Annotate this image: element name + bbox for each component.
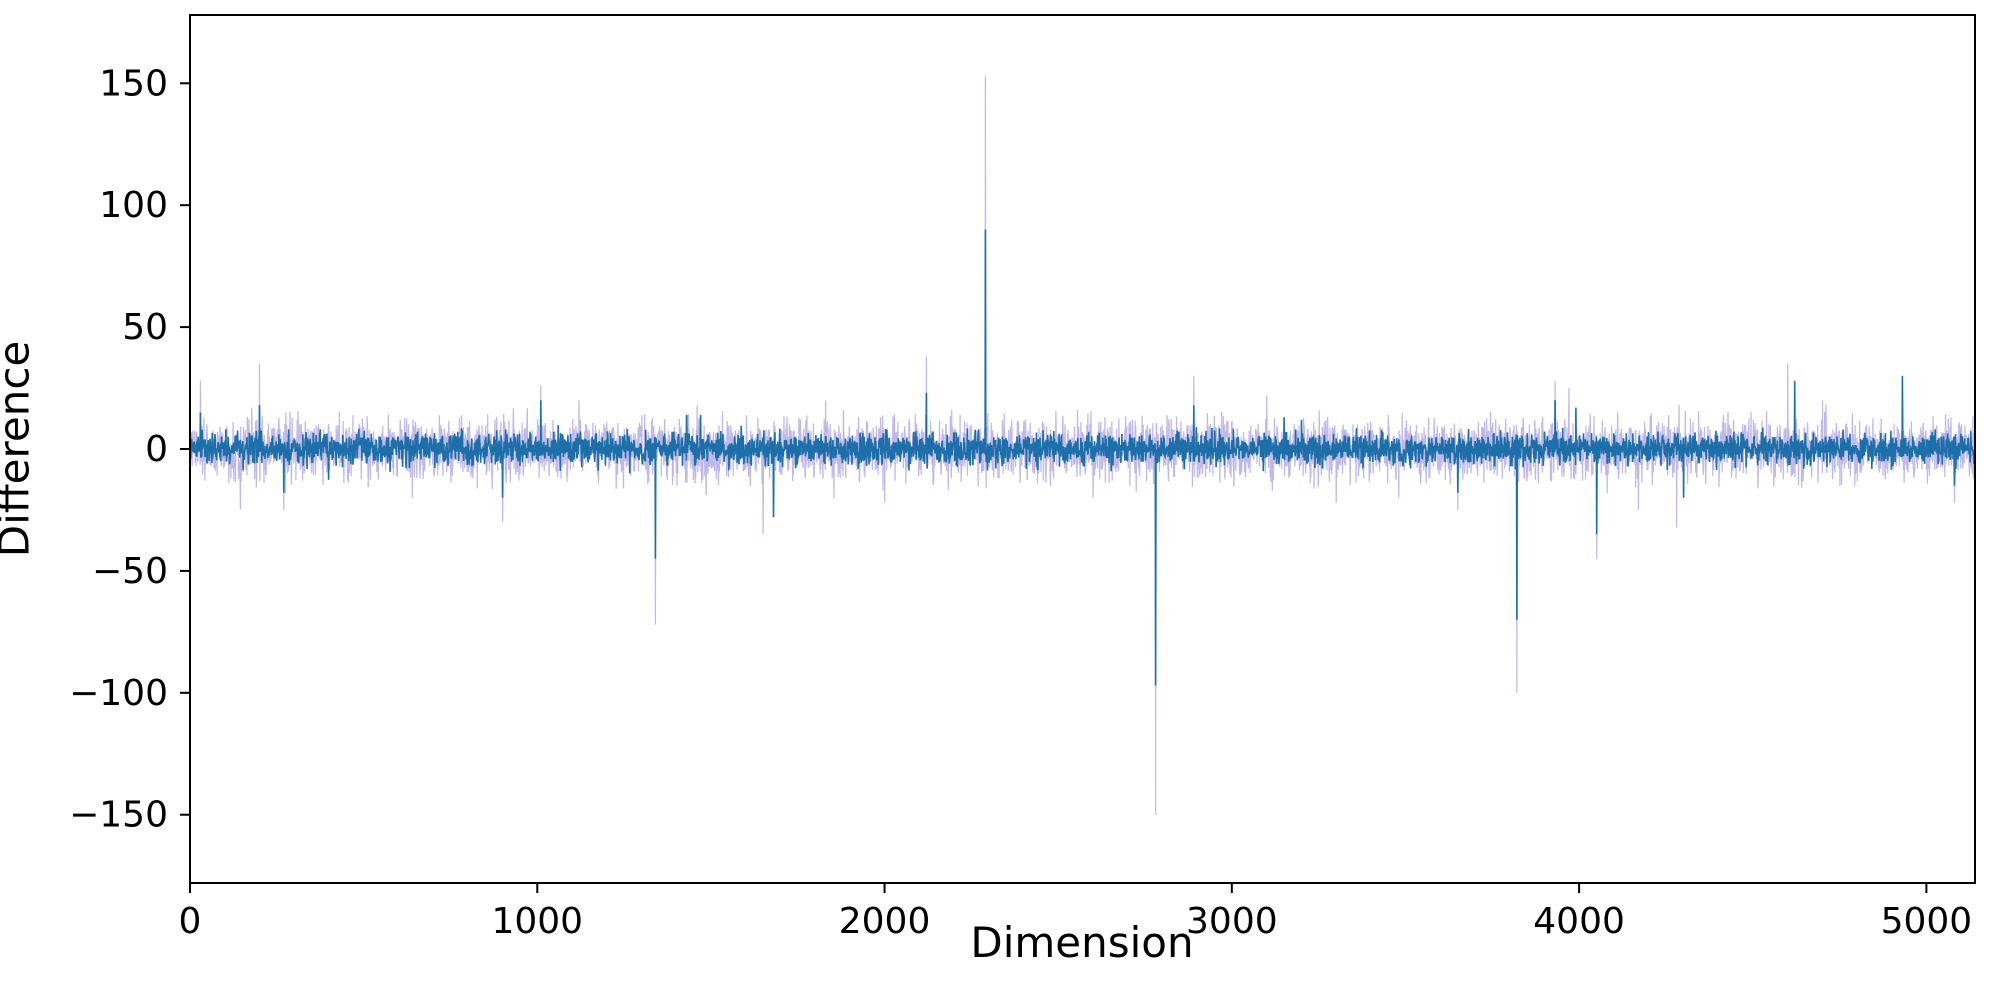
y-tick-label: 50 [122,307,168,348]
y-tick-label: −150 [69,795,168,836]
x-tick-label: 2000 [839,901,931,942]
y-tick-label: −50 [92,551,168,592]
y-tick-label: 100 [99,185,168,226]
y-tick-label: 0 [145,429,168,470]
series-difference [190,229,1975,686]
x-tick-label: 5000 [1881,901,1973,942]
x-tick-label: 1000 [491,901,583,942]
x-axis-label: Dimension [970,918,1194,967]
x-tick-label: 4000 [1533,901,1625,942]
y-tick-label: −100 [69,673,168,714]
y-axis-label: Difference [0,340,39,558]
x-tick-label: 0 [179,901,202,942]
x-tick-label: 3000 [1186,901,1278,942]
y-tick-label: 150 [99,63,168,104]
